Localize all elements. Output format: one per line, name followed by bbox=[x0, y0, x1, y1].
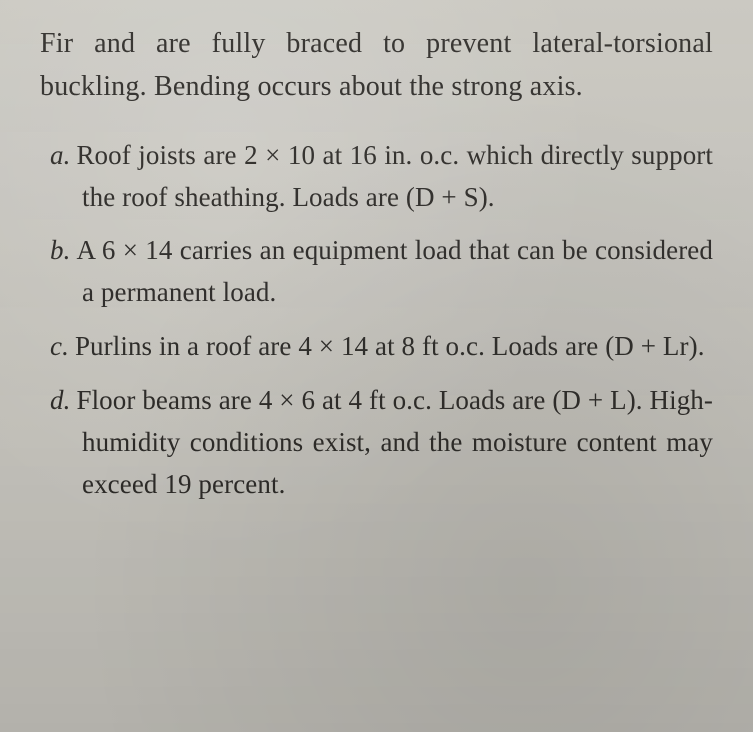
list-item: d.Floor beams are 4 × 6 at 4 ft o.c. Loa… bbox=[40, 380, 713, 506]
item-text: Purlins in a roof are 4 × 14 at 8 ft o.c… bbox=[75, 331, 705, 361]
item-text: Floor beams are 4 × 6 at 4 ft o.c. Loads… bbox=[76, 385, 713, 499]
item-label: d. bbox=[50, 385, 76, 415]
list-item: b.A 6 × 14 carries an equipment load tha… bbox=[40, 230, 713, 314]
item-text: A 6 × 14 carries an equipment load that … bbox=[76, 235, 713, 307]
item-text: Roof joists are 2 × 10 at 16 in. o.c. wh… bbox=[76, 140, 713, 212]
list-item: a.Roof joists are 2 × 10 at 16 in. o.c. … bbox=[40, 135, 713, 219]
item-label: b. bbox=[50, 235, 76, 265]
intro-paragraph: Fir and are fully braced to prevent late… bbox=[40, 22, 713, 109]
item-label: c. bbox=[50, 331, 75, 361]
page: Fir and are fully braced to prevent late… bbox=[0, 0, 753, 732]
item-label: a. bbox=[50, 140, 76, 170]
list-item: c.Purlins in a roof are 4 × 14 at 8 ft o… bbox=[40, 326, 713, 368]
